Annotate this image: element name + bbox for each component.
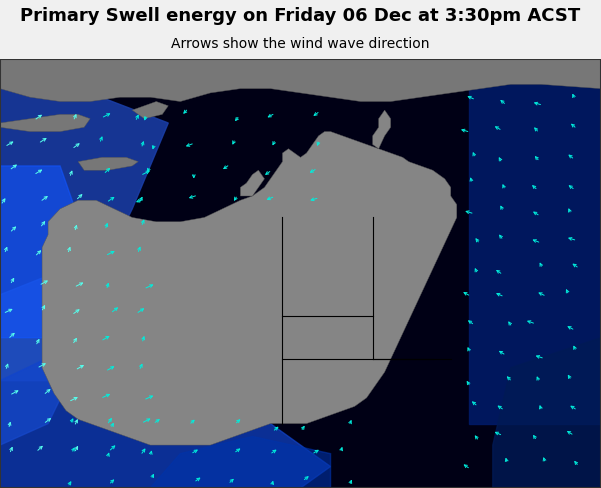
Polygon shape [469, 59, 601, 424]
Polygon shape [373, 110, 391, 149]
Polygon shape [150, 436, 331, 488]
Text: Primary Swell energy on Friday 06 Dec at 3:30pm ACST: Primary Swell energy on Friday 06 Dec at… [20, 7, 581, 25]
Text: Arrows show the wind wave direction: Arrows show the wind wave direction [171, 37, 430, 51]
Polygon shape [240, 170, 264, 196]
Polygon shape [0, 59, 168, 381]
Polygon shape [0, 338, 331, 488]
Polygon shape [493, 338, 601, 488]
Polygon shape [78, 157, 138, 170]
Polygon shape [0, 166, 90, 338]
Polygon shape [0, 252, 108, 445]
Polygon shape [132, 102, 168, 119]
Polygon shape [42, 132, 457, 445]
Polygon shape [0, 59, 601, 102]
Polygon shape [0, 114, 90, 132]
